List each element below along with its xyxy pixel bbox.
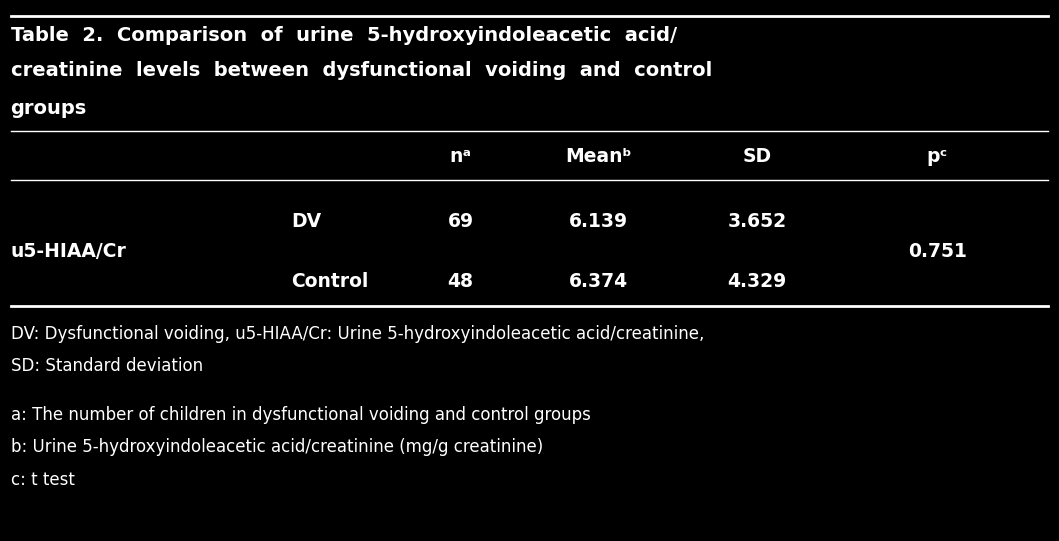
Text: Control: Control — [291, 272, 369, 291]
Text: SD: Standard deviation: SD: Standard deviation — [11, 357, 202, 375]
Text: 69: 69 — [448, 212, 473, 232]
Text: pᶜ: pᶜ — [927, 147, 948, 167]
Text: 48: 48 — [448, 272, 473, 291]
Text: Table  2.  Comparison  of  urine  5-hydroxyindoleacetic  acid/: Table 2. Comparison of urine 5-hydroxyin… — [11, 25, 677, 45]
Text: 6.139: 6.139 — [569, 212, 628, 232]
Text: 3.652: 3.652 — [728, 212, 787, 232]
Text: 4.329: 4.329 — [728, 272, 787, 291]
Text: a: The number of children in dysfunctional voiding and control groups: a: The number of children in dysfunction… — [11, 406, 591, 424]
Text: c: t test: c: t test — [11, 471, 74, 489]
Text: SD: SD — [742, 147, 772, 167]
Text: groups: groups — [11, 98, 87, 118]
Text: creatinine  levels  between  dysfunctional  voiding  and  control: creatinine levels between dysfunctional … — [11, 61, 712, 80]
Text: nᵃ: nᵃ — [450, 147, 471, 167]
Text: 0.751: 0.751 — [908, 242, 967, 261]
Text: 6.374: 6.374 — [569, 272, 628, 291]
Text: Meanᵇ: Meanᵇ — [566, 147, 631, 167]
Text: DV: DV — [291, 212, 321, 232]
Text: u5-HIAA/Cr: u5-HIAA/Cr — [11, 242, 126, 261]
Text: DV: Dysfunctional voiding, u5-HIAA/Cr: Urine 5-hydroxyindoleacetic acid/creatini: DV: Dysfunctional voiding, u5-HIAA/Cr: U… — [11, 325, 704, 342]
Text: b: Urine 5-hydroxyindoleacetic acid/creatinine (mg/g creatinine): b: Urine 5-hydroxyindoleacetic acid/crea… — [11, 438, 543, 456]
